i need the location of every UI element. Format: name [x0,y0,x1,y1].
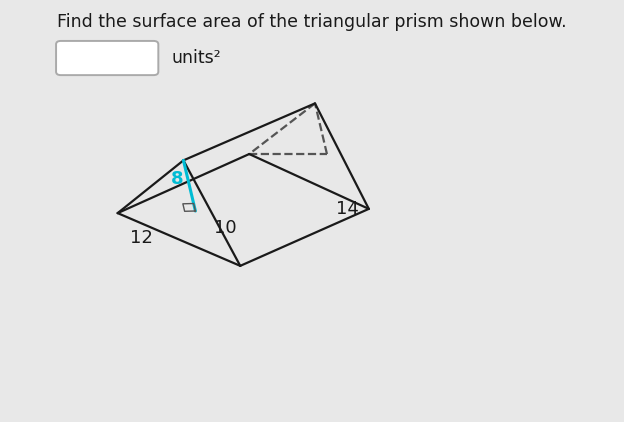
Text: 14: 14 [336,200,359,218]
Text: 8: 8 [171,170,184,188]
FancyBboxPatch shape [56,41,158,75]
Text: units²: units² [172,49,221,67]
Text: Find the surface area of the triangular prism shown below.: Find the surface area of the triangular … [57,13,567,31]
Text: 12: 12 [130,230,153,247]
Text: 10: 10 [214,219,236,237]
